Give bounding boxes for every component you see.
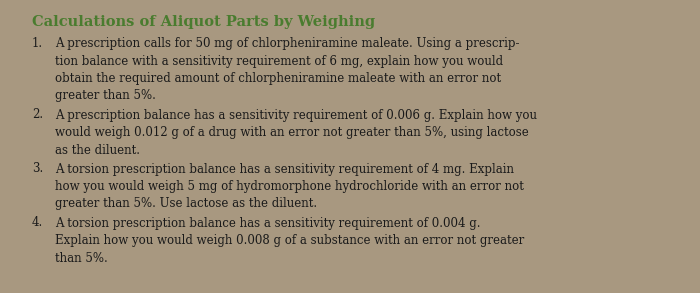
Text: would weigh 0.012 g of a drug with an error not greater than 5%, using lactose: would weigh 0.012 g of a drug with an er… bbox=[55, 126, 528, 139]
Text: 3.: 3. bbox=[32, 163, 43, 176]
Text: A torsion prescription balance has a sensitivity requirement of 4 mg. Explain: A torsion prescription balance has a sen… bbox=[55, 163, 514, 176]
Text: 1.: 1. bbox=[32, 37, 43, 50]
Text: greater than 5%. Use lactose as the diluent.: greater than 5%. Use lactose as the dilu… bbox=[55, 197, 317, 210]
Text: than 5%.: than 5%. bbox=[55, 251, 108, 265]
Text: Explain how you would weigh 0.008 g of a substance with an error not greater: Explain how you would weigh 0.008 g of a… bbox=[55, 234, 524, 247]
Text: 4.: 4. bbox=[32, 217, 43, 229]
Text: A prescription balance has a sensitivity requirement of 0.006 g. Explain how you: A prescription balance has a sensitivity… bbox=[55, 108, 537, 122]
Text: greater than 5%.: greater than 5%. bbox=[55, 89, 156, 103]
Text: as the diluent.: as the diluent. bbox=[55, 144, 140, 156]
Text: obtain the required amount of chlorpheniramine maleate with an error not: obtain the required amount of chlorpheni… bbox=[55, 72, 501, 85]
Text: how you would weigh 5 mg of hydromorphone hydrochloride with an error not: how you would weigh 5 mg of hydromorphon… bbox=[55, 180, 524, 193]
Text: A torsion prescription balance has a sensitivity requirement of 0.004 g.: A torsion prescription balance has a sen… bbox=[55, 217, 480, 229]
Text: A prescription calls for 50 mg of chlorpheniramine maleate. Using a prescrip-: A prescription calls for 50 mg of chlorp… bbox=[55, 37, 519, 50]
Text: 2.: 2. bbox=[32, 108, 43, 122]
Text: Calculations of Aliquot Parts by Weighing: Calculations of Aliquot Parts by Weighin… bbox=[32, 15, 375, 29]
Text: tion balance with a sensitivity requirement of 6 mg, explain how you would: tion balance with a sensitivity requirem… bbox=[55, 54, 503, 67]
